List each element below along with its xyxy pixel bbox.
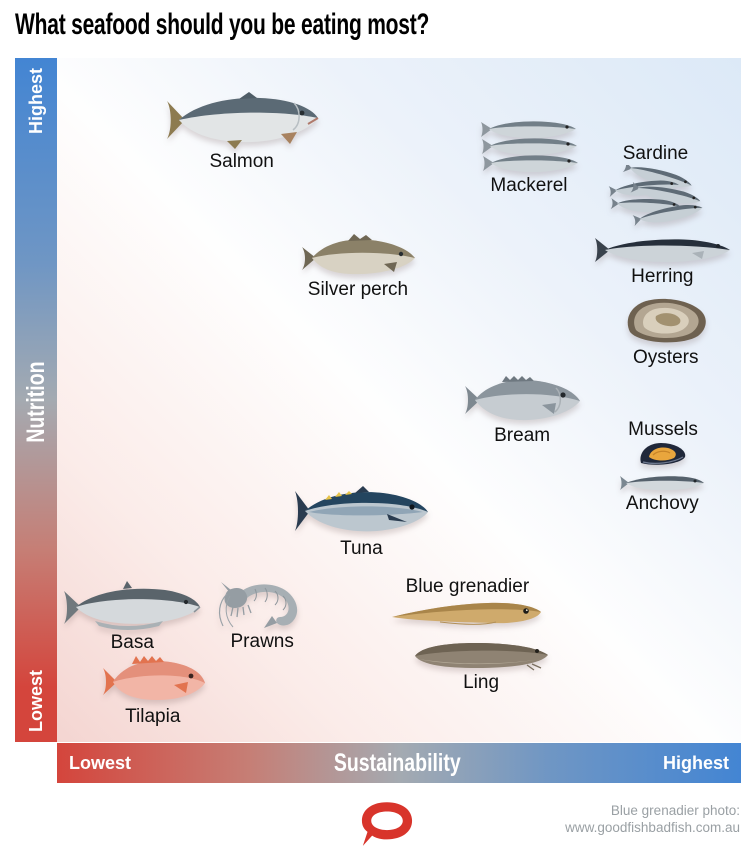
photo-credit-line1: Blue grenadier photo: bbox=[610, 803, 740, 818]
photo-credit-line2: www.goodfishbadfish.com.au bbox=[565, 820, 740, 835]
sustainability-axis-bar: Lowest Sustainability Highest bbox=[57, 743, 741, 783]
fish-mussel-icon bbox=[637, 441, 689, 467]
fish-blue-grenadier-icon bbox=[390, 598, 544, 628]
fish-salmon-icon bbox=[163, 90, 321, 150]
fish-label-salmon: Salmon bbox=[209, 150, 274, 172]
fish-item-silver-perch: Silver perch bbox=[258, 234, 458, 301]
fish-label-basa: Basa bbox=[110, 632, 154, 654]
fish-label-tilapia: Tilapia bbox=[125, 705, 181, 727]
fish-label-prawns: Prawns bbox=[230, 631, 294, 653]
fish-label-oysters: Oysters bbox=[633, 347, 699, 369]
fish-item-mackerel: Mackerel bbox=[429, 120, 629, 197]
fish-item-mussels: Mussels bbox=[563, 418, 754, 467]
fish-item-salmon: Salmon bbox=[142, 90, 342, 173]
fish-anchovy-icon bbox=[618, 474, 706, 492]
y-axis-lowest-label: Lowest bbox=[25, 669, 46, 732]
nutrition-axis-bar: Highest Nutrition Lowest bbox=[15, 58, 57, 742]
fish-label-silver-perch: Silver perch bbox=[307, 279, 409, 301]
page-title: What seafood should you be eating most? bbox=[15, 8, 430, 41]
fish-item-ling: Ling bbox=[381, 639, 581, 694]
fish-item-oysters: Oysters bbox=[566, 296, 754, 369]
fish-label-blue-grenadier: Blue grenadier bbox=[405, 575, 530, 597]
fish-label-mackerel: Mackerel bbox=[490, 174, 568, 196]
fish-label-sardine: Sardine bbox=[622, 143, 689, 165]
y-axis-highest-label: Highest bbox=[25, 68, 46, 135]
fish-item-anchovy: Anchovy bbox=[562, 474, 754, 515]
plot-area: Salmon Mackerel Sardine Silver perch Herring… bbox=[57, 58, 741, 742]
y-axis-title: Nutrition bbox=[21, 361, 50, 443]
fish-item-tilapia: Tilapia bbox=[53, 655, 253, 728]
fish-item-sardine: Sardine bbox=[556, 142, 754, 227]
fish-sardine-icon bbox=[603, 165, 709, 227]
fish-label-herring: Herring bbox=[631, 265, 694, 287]
fish-silver-perch-icon bbox=[298, 234, 418, 278]
fish-item-tuna: Tuna bbox=[261, 485, 461, 560]
fish-item-basa: Basa bbox=[32, 579, 232, 654]
fish-label-anchovy: Anchovy bbox=[625, 492, 699, 514]
fish-tilapia-icon bbox=[98, 655, 208, 705]
fish-label-ling: Ling bbox=[463, 672, 500, 694]
fish-bream-icon bbox=[460, 376, 584, 424]
fish-herring-icon bbox=[592, 235, 732, 265]
x-axis-title: Sustainability bbox=[333, 748, 461, 777]
fish-oyster-icon bbox=[622, 296, 710, 346]
fish-label-mussels: Mussels bbox=[628, 419, 698, 441]
x-axis-lowest-label: Lowest bbox=[69, 752, 132, 773]
fish-label-bream: Bream bbox=[494, 425, 551, 446]
fish-ling-icon bbox=[409, 639, 553, 671]
fish-item-blue-grenadier: Blue grenadier bbox=[367, 575, 567, 628]
the-conversation-logo-icon bbox=[361, 801, 413, 848]
fish-label-tuna: Tuna bbox=[340, 537, 383, 559]
fish-item-prawns: Prawns bbox=[162, 580, 362, 653]
fish-prawn-icon bbox=[217, 580, 307, 630]
x-axis-highest-label: Highest bbox=[662, 752, 729, 773]
photo-credit: Blue grenadier photo: www.goodfishbadfis… bbox=[565, 802, 740, 836]
fish-tuna-icon bbox=[291, 485, 431, 537]
fish-item-herring: Herring bbox=[562, 235, 754, 288]
fish-item-bream: Bream bbox=[422, 376, 622, 447]
